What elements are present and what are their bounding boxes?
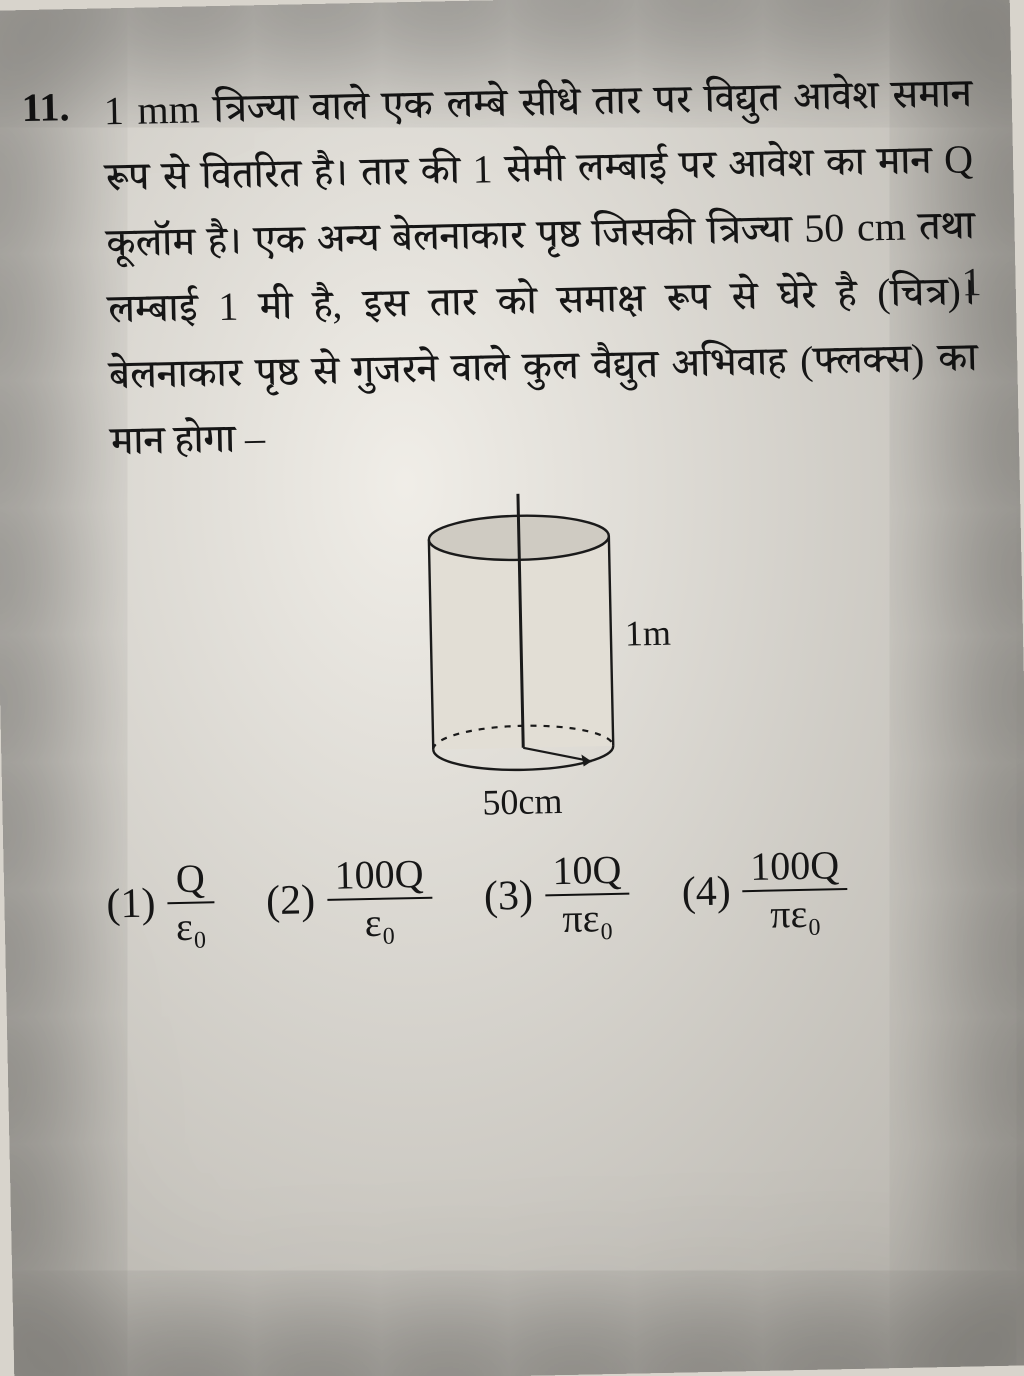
question-block: 11. 1 mm त्रिज्या वाले एक लम्बे सीधे तार… (47, 60, 989, 950)
option-1-fraction: Q ε₀ (166, 857, 215, 948)
option-3[interactable]: (3) 10Q πε₀ (483, 849, 631, 942)
page: 11. 1 mm त्रिज्या वाले एक लम्बे सीधे तार… (0, 0, 1024, 1376)
option-4[interactable]: (4) 100Q πε₀ (681, 844, 849, 937)
option-3-tag: (3) (483, 872, 533, 921)
label-height: 1m (624, 613, 671, 654)
option-3-den: πε₀ (545, 895, 631, 941)
option-1[interactable]: (1) Q ε₀ (106, 857, 216, 949)
margin-number: 1 (961, 258, 982, 305)
label-radius: 50cm (482, 781, 563, 823)
option-1-tag: (1) (106, 880, 156, 929)
option-4-den: πε₀ (743, 890, 849, 936)
option-4-fraction: 100Q πε₀ (742, 844, 849, 936)
option-2[interactable]: (2) 100Q ε₀ (265, 853, 433, 946)
figure-container: 1m 50cm (56, 478, 987, 842)
option-3-num: 10Q (544, 849, 630, 897)
option-4-num: 100Q (742, 844, 848, 892)
option-4-tag: (4) (681, 867, 731, 916)
option-2-tag: (2) (266, 876, 316, 925)
option-1-num: Q (166, 857, 214, 904)
option-1-den: ε₀ (167, 903, 215, 948)
question-text: 1 mm त्रिज्या वाले एक लम्बे सीधे तार पर … (47, 60, 979, 475)
option-3-fraction: 10Q πε₀ (544, 849, 631, 941)
option-2-den: ε₀ (327, 899, 433, 945)
options-row: (1) Q ε₀ (2) 100Q ε₀ (3) 10Q πε₀ (64, 841, 990, 950)
cylinder-diagram: 1m 50cm (358, 484, 685, 831)
option-2-num: 100Q (326, 853, 432, 901)
option-2-fraction: 100Q ε₀ (326, 853, 433, 945)
question-number: 11. (21, 83, 70, 131)
